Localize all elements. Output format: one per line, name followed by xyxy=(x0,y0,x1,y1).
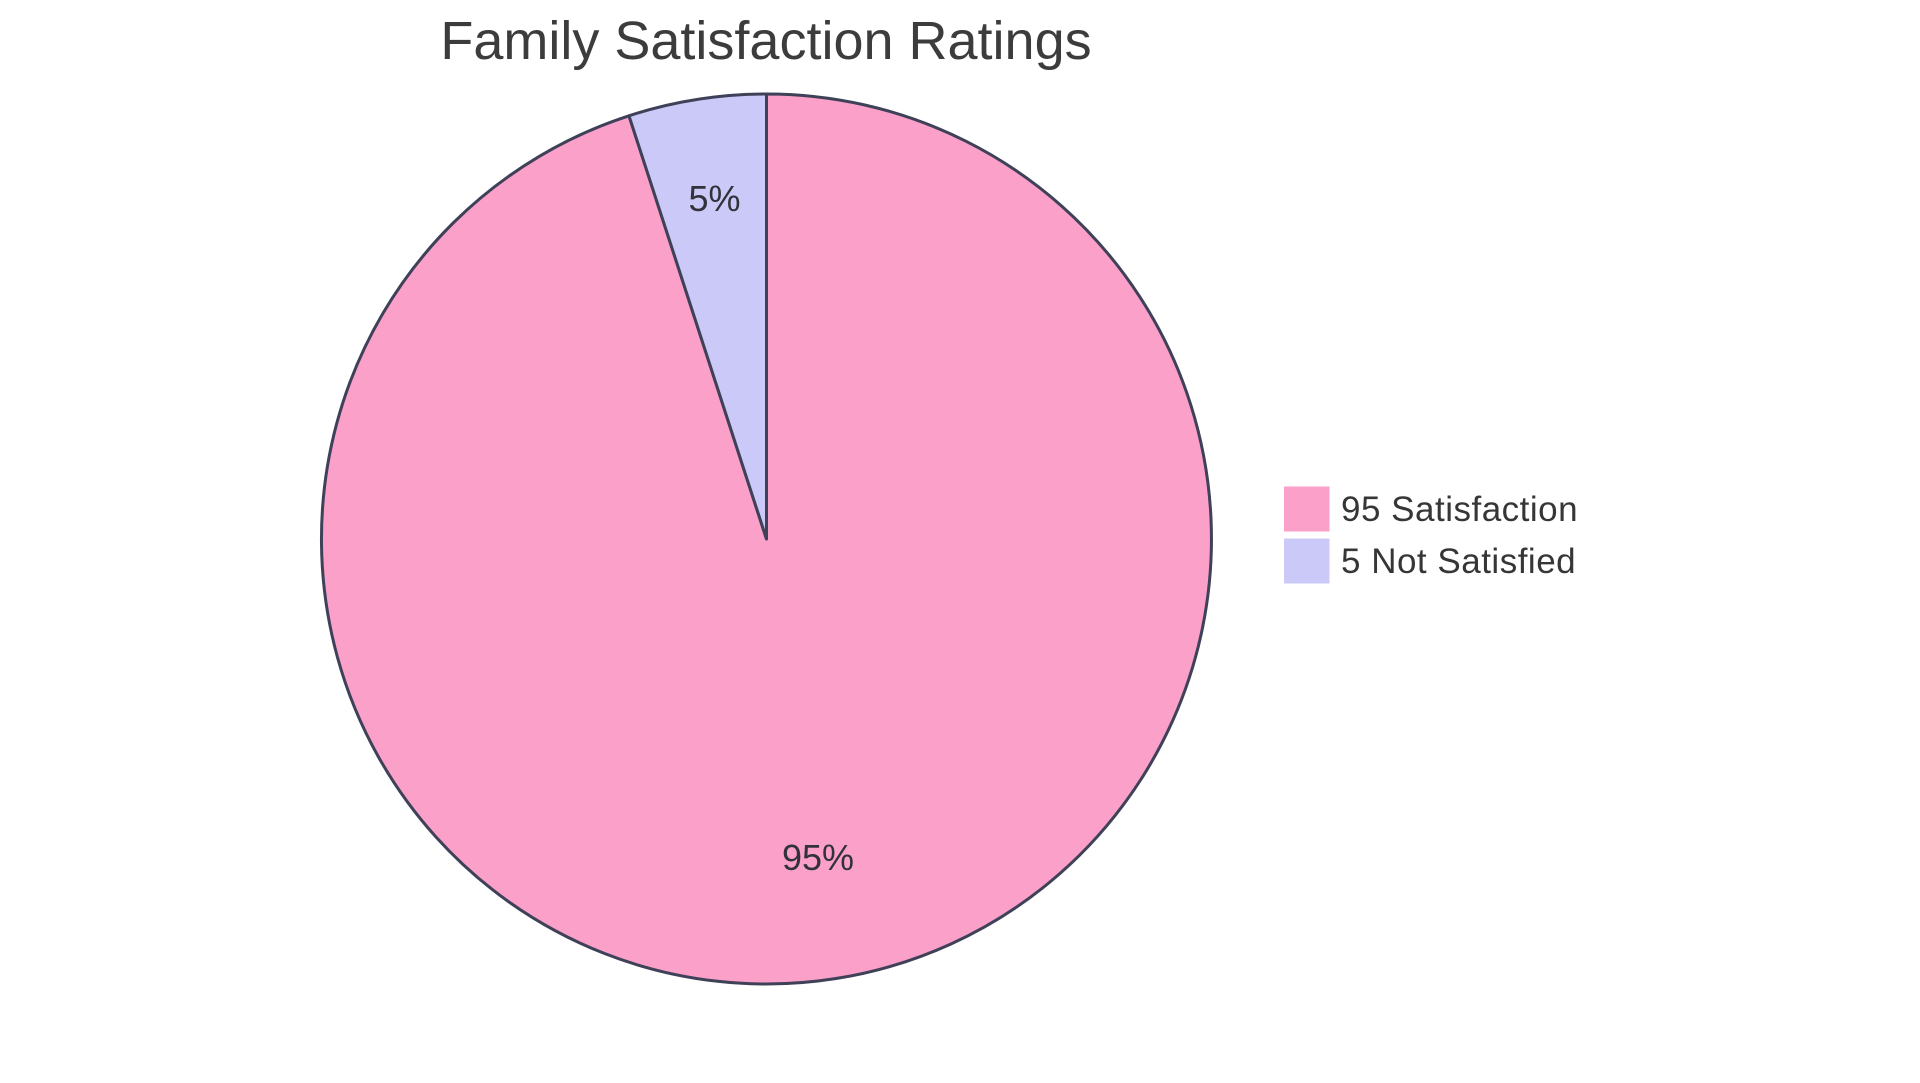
svg-text:5%: 5% xyxy=(688,178,740,219)
svg-text:Family Satisfaction Ratings: Family Satisfaction Ratings xyxy=(440,11,1091,71)
svg-text:95%: 95% xyxy=(782,837,854,878)
svg-text:5 Not Satisfied: 5 Not Satisfied xyxy=(1341,542,1576,581)
svg-text:95 Satisfaction: 95 Satisfaction xyxy=(1341,490,1578,529)
